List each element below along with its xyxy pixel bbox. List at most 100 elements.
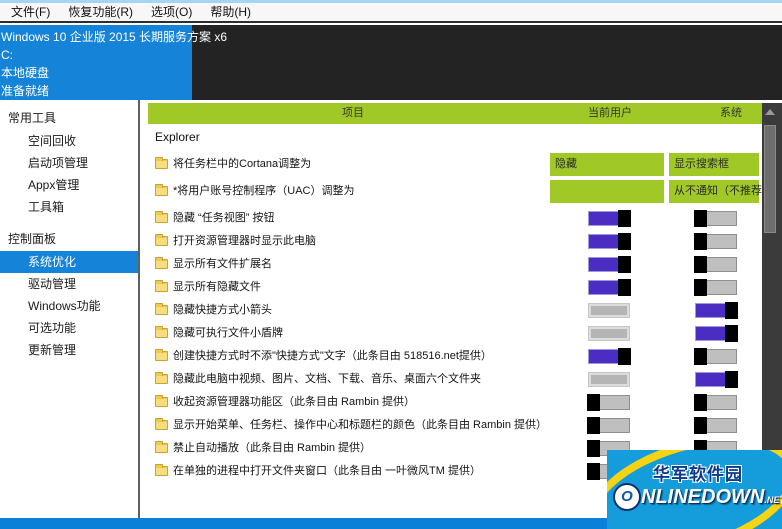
watermark-brand-name: NLINEDOWN — [641, 486, 765, 508]
watermark: 华军软件园 O NLINEDOWN.NET — [607, 450, 782, 529]
row-label: 显示所有隐藏文件 — [173, 281, 261, 293]
table-row: 显示所有隐藏文件 — [140, 276, 762, 299]
user-toggle-on[interactable] — [588, 256, 631, 273]
sidebar-item-驱动管理[interactable]: 驱动管理 — [28, 277, 77, 291]
row-label: 隐藏可执行文件小盾牌 — [173, 327, 283, 339]
table-row: 将任务栏中的Cortana调整为 隐藏 显示搜索框 — [140, 153, 762, 176]
system-select[interactable]: 从不通知（不推荐） — [669, 180, 773, 203]
table-row: 隐藏可执行文件小盾牌 — [140, 322, 762, 345]
folder-icon — [155, 326, 168, 338]
user-toggle-on[interactable] — [588, 348, 631, 365]
window-top-strip — [0, 0, 782, 3]
table-row: 打开资源管理器时显示此电脑 — [140, 230, 762, 253]
toggle-knob — [587, 417, 600, 434]
user-toggle-on[interactable] — [588, 210, 631, 227]
folder-icon — [155, 234, 168, 246]
table-row: 隐藏 “任务视图” 按钮 — [140, 207, 762, 230]
menu-item-4[interactable]: 帮助(H) — [210, 5, 251, 19]
row-label: 禁止自动播放（此条目由 Rambin 提供） — [173, 442, 372, 454]
scroll-up-arrow-icon[interactable] — [765, 109, 775, 115]
user-toggle-na[interactable] — [588, 372, 630, 387]
system-toggle-on[interactable] — [695, 302, 738, 319]
menu-item-2[interactable]: 恢复功能(R) — [68, 5, 133, 19]
system-toggle-off[interactable] — [694, 417, 737, 434]
table-row: 创建快捷方式时不添"快捷方式"文字（此条目由 518516.net提供） — [140, 345, 762, 368]
sidebar-item-Appx管理[interactable]: Appx管理 — [28, 178, 80, 192]
group-label-explorer: Explorer — [155, 130, 200, 144]
os-title: Windows 10 企业版 2015 长期服务方案 x6 — [1, 30, 228, 44]
folder-icon — [155, 395, 168, 407]
sidebar-item-可选功能[interactable]: 可选功能 — [28, 321, 77, 335]
row-label: 将任务栏中的Cortana调整为 — [173, 158, 312, 170]
system-toggle-on[interactable] — [695, 371, 738, 388]
toggle-knob — [694, 279, 707, 296]
menu-item-3[interactable]: 选项(O) — [151, 5, 193, 19]
system-toggle-off[interactable] — [694, 348, 737, 365]
toggle-knob — [587, 394, 600, 411]
user-select[interactable] — [550, 180, 664, 203]
system-toggle-off[interactable] — [694, 233, 737, 250]
scrollbar[interactable] — [762, 103, 782, 518]
system-toggle-off[interactable] — [694, 256, 737, 273]
sidebar-item-更新管理[interactable]: 更新管理 — [28, 343, 77, 357]
user-toggle-off[interactable] — [587, 417, 630, 434]
folder-icon — [155, 441, 168, 453]
user-toggle-na[interactable] — [588, 303, 630, 318]
column-header-item: 项目 — [342, 107, 364, 119]
user-toggle-off[interactable] — [587, 394, 630, 411]
toggle-knob — [694, 348, 707, 365]
sidebar-item-空间回收[interactable]: 空间回收 — [28, 134, 77, 148]
drive-letter: C: — [1, 48, 13, 62]
user-select[interactable]: 隐藏 — [550, 153, 664, 176]
system-toggle-off[interactable] — [694, 210, 737, 227]
sidebar-section-title: 常用工具 — [8, 111, 57, 125]
scrollbar-thumb[interactable] — [764, 125, 776, 233]
toggle-knob — [725, 302, 738, 319]
system-select[interactable]: 显示搜索框 — [669, 153, 759, 176]
watermark-brand-text: NLINEDOWN.NET — [641, 486, 782, 509]
header-dark-area: Windows 10 企业版 2015 长期服务方案 x6 C: 本地硬盘 准备… — [0, 25, 782, 100]
row-label: 收起资源管理器功能区（此条目由 Rambin 提供） — [173, 396, 416, 408]
toggle-knob — [694, 394, 707, 411]
toggle-knob — [694, 233, 707, 250]
toggle-track — [588, 303, 630, 318]
row-label: 创建快捷方式时不添"快捷方式"文字（此条目由 518516.net提供） — [173, 350, 492, 362]
menu-item-1[interactable]: 文件(F) — [11, 5, 51, 19]
sidebar-item-系统优化[interactable]: 系统优化 — [0, 251, 138, 273]
table-row: 显示所有文件扩展名 — [140, 253, 762, 276]
row-label: 隐藏 “任务视图” 按钮 — [173, 212, 275, 224]
row-label: 隐藏快捷方式小箭头 — [173, 304, 272, 316]
row-label: 显示所有文件扩展名 — [173, 258, 272, 270]
folder-icon — [155, 303, 168, 315]
sidebar-item-Windows功能[interactable]: Windows功能 — [28, 299, 101, 313]
folder-icon — [155, 418, 168, 430]
system-toggle-off[interactable] — [694, 279, 737, 296]
user-toggle-na[interactable] — [588, 326, 630, 341]
table-row: *将用户账号控制程序（UAC）调整为 从不通知（不推荐） — [140, 180, 773, 203]
toggle-knob — [725, 325, 738, 342]
row-label: 隐藏此电脑中视频、图片、文档、下载、音乐、桌面六个文件夹 — [173, 373, 481, 385]
toggle-knob — [694, 210, 707, 227]
row-label: 显示开始菜单、任务栏、操作中心和标题栏的颜色（此条目由 Rambin 提供） — [173, 419, 548, 431]
column-header-system: 系统 — [720, 107, 742, 119]
system-toggle-off[interactable] — [694, 394, 737, 411]
sidebar-item-工具箱[interactable]: 工具箱 — [28, 200, 65, 214]
user-toggle-on[interactable] — [588, 279, 631, 296]
toggle-knob — [694, 417, 707, 434]
system-info-panel: Windows 10 企业版 2015 长期服务方案 x6 C: 本地硬盘 准备… — [0, 25, 228, 100]
folder-icon — [155, 280, 168, 292]
toggle-knob — [587, 440, 600, 457]
sidebar-section-title: 控制面板 — [8, 232, 57, 246]
sidebar: 常用工具空间回收启动项管理 Appx管理 工具箱控制面板系统优化驱动管理 Window… — [0, 100, 140, 518]
menu-bar: 文件(F) 恢复功能(R) 选项(O) 帮助(H) — [0, 3, 782, 23]
folder-icon — [155, 372, 168, 384]
toggle-knob — [618, 210, 631, 227]
status-bar — [0, 518, 782, 529]
table-header: 项目 当前用户 系统 — [148, 103, 762, 124]
toggle-knob — [618, 256, 631, 273]
sidebar-item-启动项管理[interactable]: 启动项管理 — [28, 156, 89, 170]
table-row: 隐藏此电脑中视频、图片、文档、下载、音乐、桌面六个文件夹 — [140, 368, 762, 391]
system-toggle-on[interactable] — [695, 325, 738, 342]
user-toggle-on[interactable] — [588, 233, 631, 250]
